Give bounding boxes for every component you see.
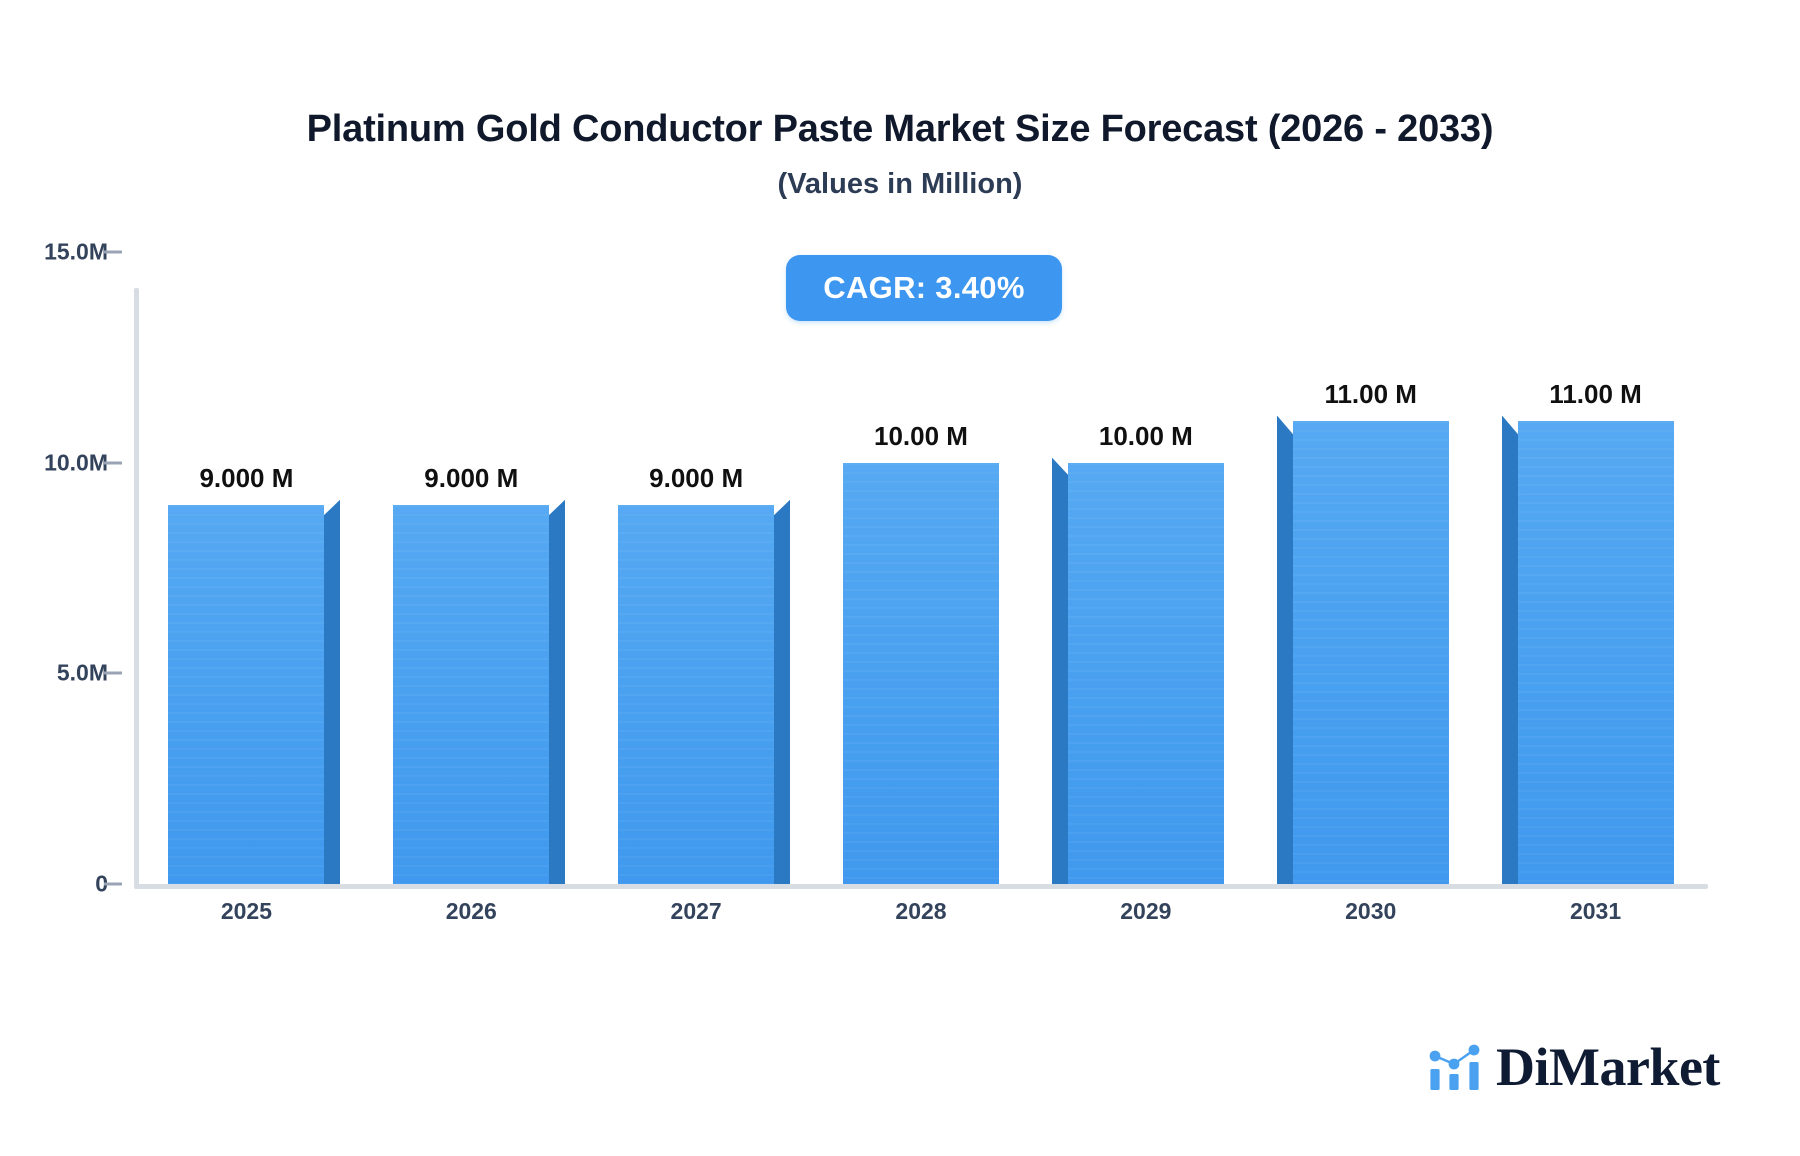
bar-front-face[interactable] (618, 504, 774, 885)
y-axis-tick-mark (104, 461, 122, 465)
bar-value-label: 11.00 M (1324, 378, 1417, 409)
bar-front-face[interactable] (1293, 420, 1449, 885)
y-axis-tick-label: 15.0M (44, 238, 108, 265)
y-axis-tick-mark (104, 250, 122, 254)
bar-value-label: 9.000 M (199, 462, 294, 493)
bar-side-face (549, 499, 565, 884)
bar-side-face (774, 499, 790, 884)
bar-chart-logo-icon (1429, 1044, 1480, 1090)
y-axis-tick-label: 5.0M (56, 659, 108, 686)
x-axis-tick-label: 2028 (895, 898, 947, 924)
bar-front-face[interactable] (843, 462, 999, 885)
dimarket-logo: DiMarket (1428, 1040, 1720, 1094)
bar-side-face (1277, 415, 1293, 884)
y-axis-tick-mark (104, 671, 122, 675)
bar-front-face[interactable] (1518, 420, 1674, 885)
bar-value-label: 10.00 M (1098, 420, 1193, 451)
chart-title: Platinum Gold Conductor Paste Market Siz… (306, 108, 1494, 150)
bar-side-face (1502, 415, 1518, 884)
bar-value-label: 9.000 M (649, 462, 744, 493)
bar-front-face[interactable] (393, 504, 549, 885)
y-axis-tick-mark (104, 882, 122, 886)
bar-front-face[interactable] (168, 504, 324, 885)
bar-2028[interactable]: 10.00 M 2028 (0, 0, 1800, 1000)
bar-side-face (324, 499, 340, 884)
cagr-badge-label: CAGR: 3.40% (823, 270, 1025, 305)
bar-side-face (1052, 457, 1068, 884)
plot-area: 0 5.0M 10.0M 15.0M 9.000 M 2025 9.000 M 2026 9.0… (0, 0, 1800, 1000)
x-axis-tick-label: 2030 (1345, 898, 1397, 924)
bar-2027[interactable]: 9.000 M 2027 (0, 0, 1800, 1000)
chart-subtitle: (Values in Million) (777, 168, 1023, 200)
x-axis-tick-label: 2025 (220, 898, 272, 924)
x-axis-tick-label: 2026 (445, 898, 497, 924)
x-axis-tick-label: 2029 (1120, 898, 1172, 924)
bar-value-label: 10.00 M (874, 420, 968, 451)
bar-value-label: 11.00 M (1549, 378, 1642, 409)
y-axis-tick-label: 0 (95, 870, 108, 897)
y-axis-tick-label: 10.0M (44, 449, 108, 476)
x-axis-tick-label: 2027 (670, 898, 722, 924)
bar-front-face[interactable] (1068, 462, 1224, 885)
x-axis-line (134, 884, 1708, 889)
x-axis-tick-label: 2031 (1569, 898, 1622, 924)
bar-2030[interactable]: 11.00 M 2030 (0, 0, 1800, 1000)
logo-wordmark: DiMarket (1496, 1037, 1720, 1097)
bar-value-label: 9.000 M (424, 462, 519, 493)
y-axis-line (134, 288, 139, 888)
cagr-badge: CAGR: 3.40% (786, 255, 1062, 321)
